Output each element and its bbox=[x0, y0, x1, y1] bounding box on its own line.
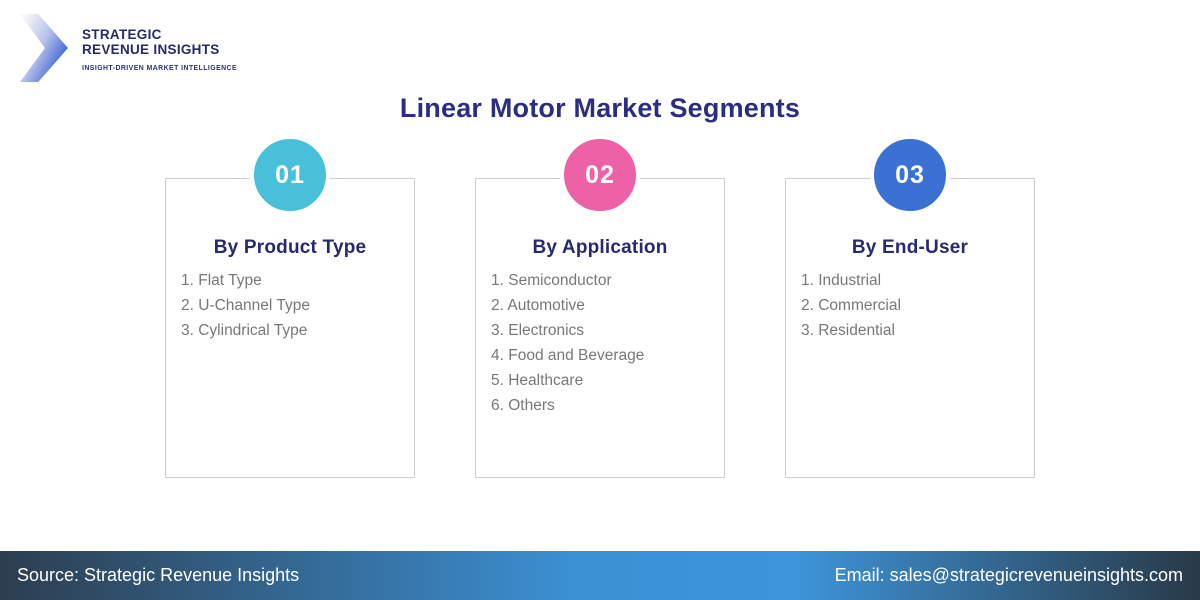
card-item-list: 1. Flat Type 2. U-Channel Type 3. Cylind… bbox=[166, 268, 414, 343]
footer-bar: Source: Strategic Revenue Insights Email… bbox=[0, 551, 1200, 600]
card-heading: By Product Type bbox=[213, 237, 367, 258]
list-item: 1. Flat Type bbox=[181, 272, 262, 289]
list-item: 1. Industrial bbox=[801, 272, 882, 289]
list-item: 1. Semiconductor bbox=[491, 272, 612, 289]
list-item: 6. Others bbox=[491, 397, 555, 414]
card-number-badge: 01 bbox=[250, 135, 330, 215]
card-heading: By End-User bbox=[851, 237, 969, 258]
list-item: 3. Electronics bbox=[491, 322, 585, 339]
brand-name-line2: REVENUE INSIGHTS bbox=[82, 42, 220, 57]
list-item: 2. U-Channel Type bbox=[181, 297, 310, 314]
list-item: 5. Healthcare bbox=[491, 372, 584, 389]
footer-email: Email: sales@strategicrevenueinsights.co… bbox=[834, 565, 1183, 585]
card-number-badge: 02 bbox=[560, 135, 640, 215]
brand-name-line1: STRATEGIC bbox=[82, 27, 162, 42]
card-item-list: 1. Industrial 2. Commercial 3. Residenti… bbox=[786, 268, 1034, 343]
card-item-list: 1. Semiconductor 2. Automotive 3. Electr… bbox=[476, 268, 724, 418]
footer-source: Source: Strategic Revenue Insights bbox=[17, 565, 300, 585]
brand-text: STRATEGIC REVENUE INSIGHTS INSIGHT-DRIVE… bbox=[82, 14, 237, 72]
chevron-arrow-icon bbox=[20, 14, 68, 82]
segment-cards-row: 01 By Product Type 1. Flat Type 2. U-Cha… bbox=[0, 135, 1200, 478]
list-item: 3. Cylindrical Type bbox=[181, 322, 308, 339]
brand-logo: STRATEGIC REVENUE INSIGHTS INSIGHT-DRIVE… bbox=[20, 14, 237, 82]
card-by-end-user: 03 By End-User 1. Industrial 2. Commerci… bbox=[785, 135, 1035, 478]
list-item: 2. Commercial bbox=[801, 297, 901, 314]
brand-tagline: INSIGHT-DRIVEN MARKET INTELLIGENCE bbox=[82, 65, 238, 72]
card-by-application: 02 By Application 1. Semiconductor 2. Au… bbox=[475, 135, 725, 478]
list-item: 2. Automotive bbox=[491, 297, 585, 314]
page-title: Linear Motor Market Segments bbox=[399, 93, 801, 123]
card-by-product-type: 01 By Product Type 1. Flat Type 2. U-Cha… bbox=[165, 135, 415, 478]
card-heading: By Application bbox=[532, 237, 668, 258]
list-item: 3. Residential bbox=[801, 322, 895, 339]
list-item: 4. Food and Beverage bbox=[491, 347, 645, 364]
card-number-badge: 03 bbox=[870, 135, 950, 215]
